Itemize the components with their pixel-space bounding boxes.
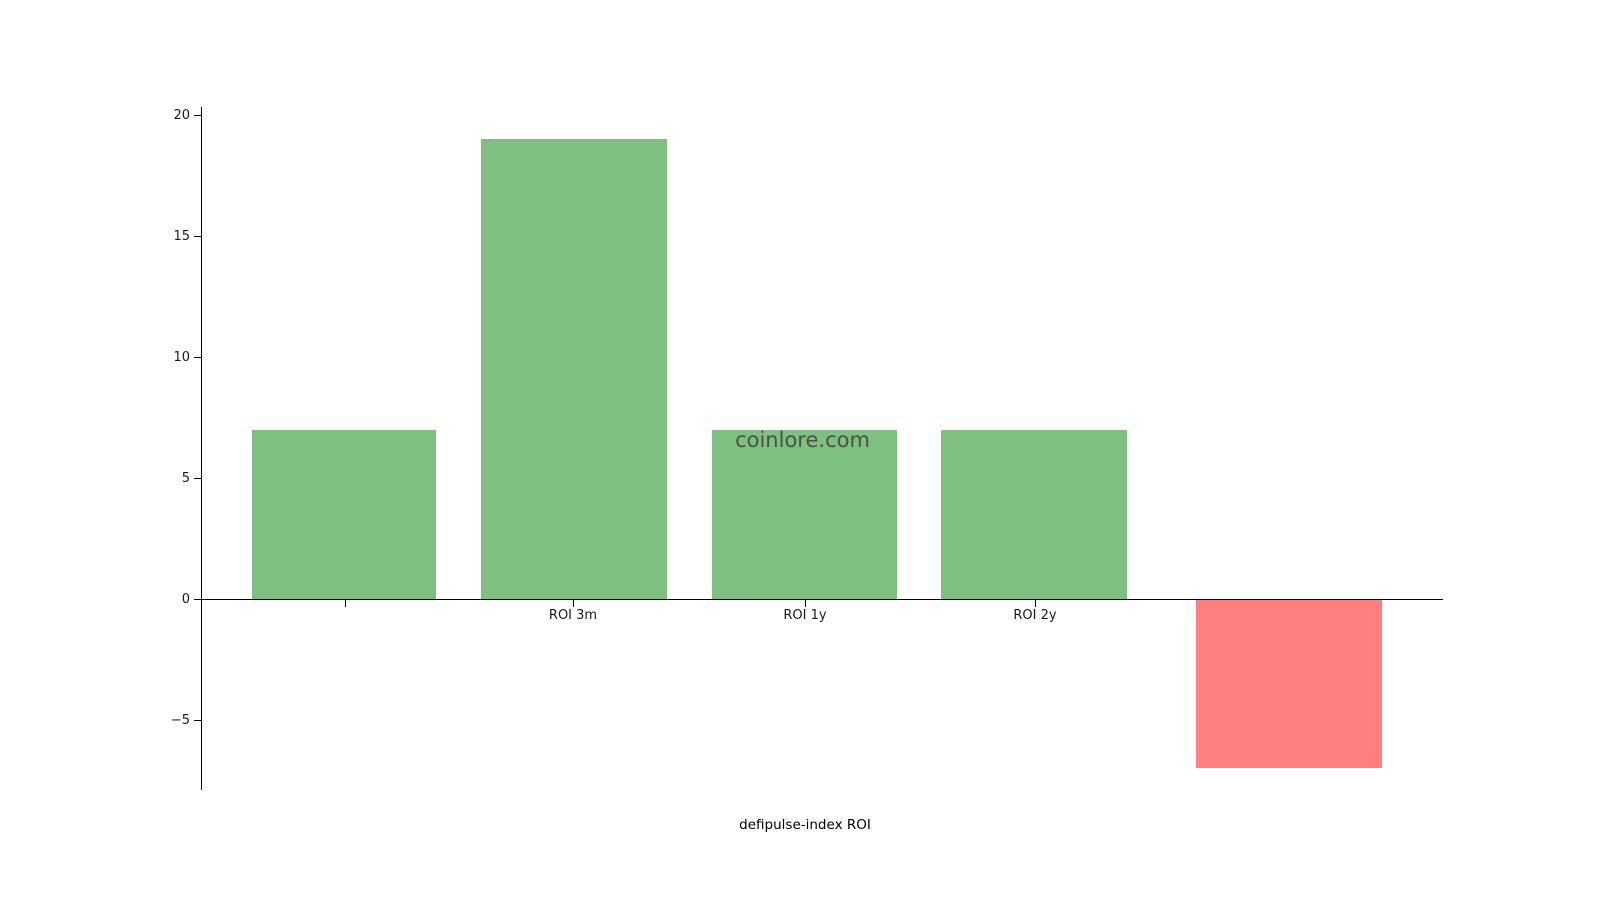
x-tickmark bbox=[805, 600, 806, 607]
y-tick-label: 5 bbox=[181, 471, 190, 486]
y-axis-spine bbox=[201, 107, 202, 790]
bar-positive bbox=[252, 430, 436, 599]
y-tick-label: 20 bbox=[173, 108, 190, 123]
y-tick-label: 0 bbox=[181, 592, 190, 607]
x-tickmark bbox=[345, 600, 346, 607]
y-tickmark bbox=[194, 357, 201, 358]
bar-positive bbox=[481, 139, 667, 599]
x-tick-label: ROI 1y bbox=[783, 608, 827, 623]
y-tickmark bbox=[194, 115, 201, 116]
x-tickmark bbox=[573, 600, 574, 607]
x-axis-spine bbox=[201, 599, 1443, 600]
x-tick-label: ROI 2y bbox=[1013, 608, 1057, 623]
y-tick-label: 15 bbox=[173, 229, 190, 244]
y-tickmark bbox=[194, 478, 201, 479]
x-tick-label: ROI 3m bbox=[548, 608, 598, 623]
watermark: coinlore.com bbox=[735, 428, 870, 452]
bar-positive bbox=[712, 430, 897, 599]
y-tickmark bbox=[194, 236, 201, 237]
y-tick-label: −5 bbox=[170, 713, 190, 728]
y-tick-label: 10 bbox=[173, 350, 190, 365]
y-tickmark bbox=[194, 599, 201, 600]
chart-title: defipulse-index ROI bbox=[739, 817, 871, 833]
bar-negative bbox=[1196, 599, 1382, 768]
x-tickmark bbox=[1035, 600, 1036, 607]
y-tickmark bbox=[194, 720, 201, 721]
bar-positive bbox=[941, 430, 1127, 599]
